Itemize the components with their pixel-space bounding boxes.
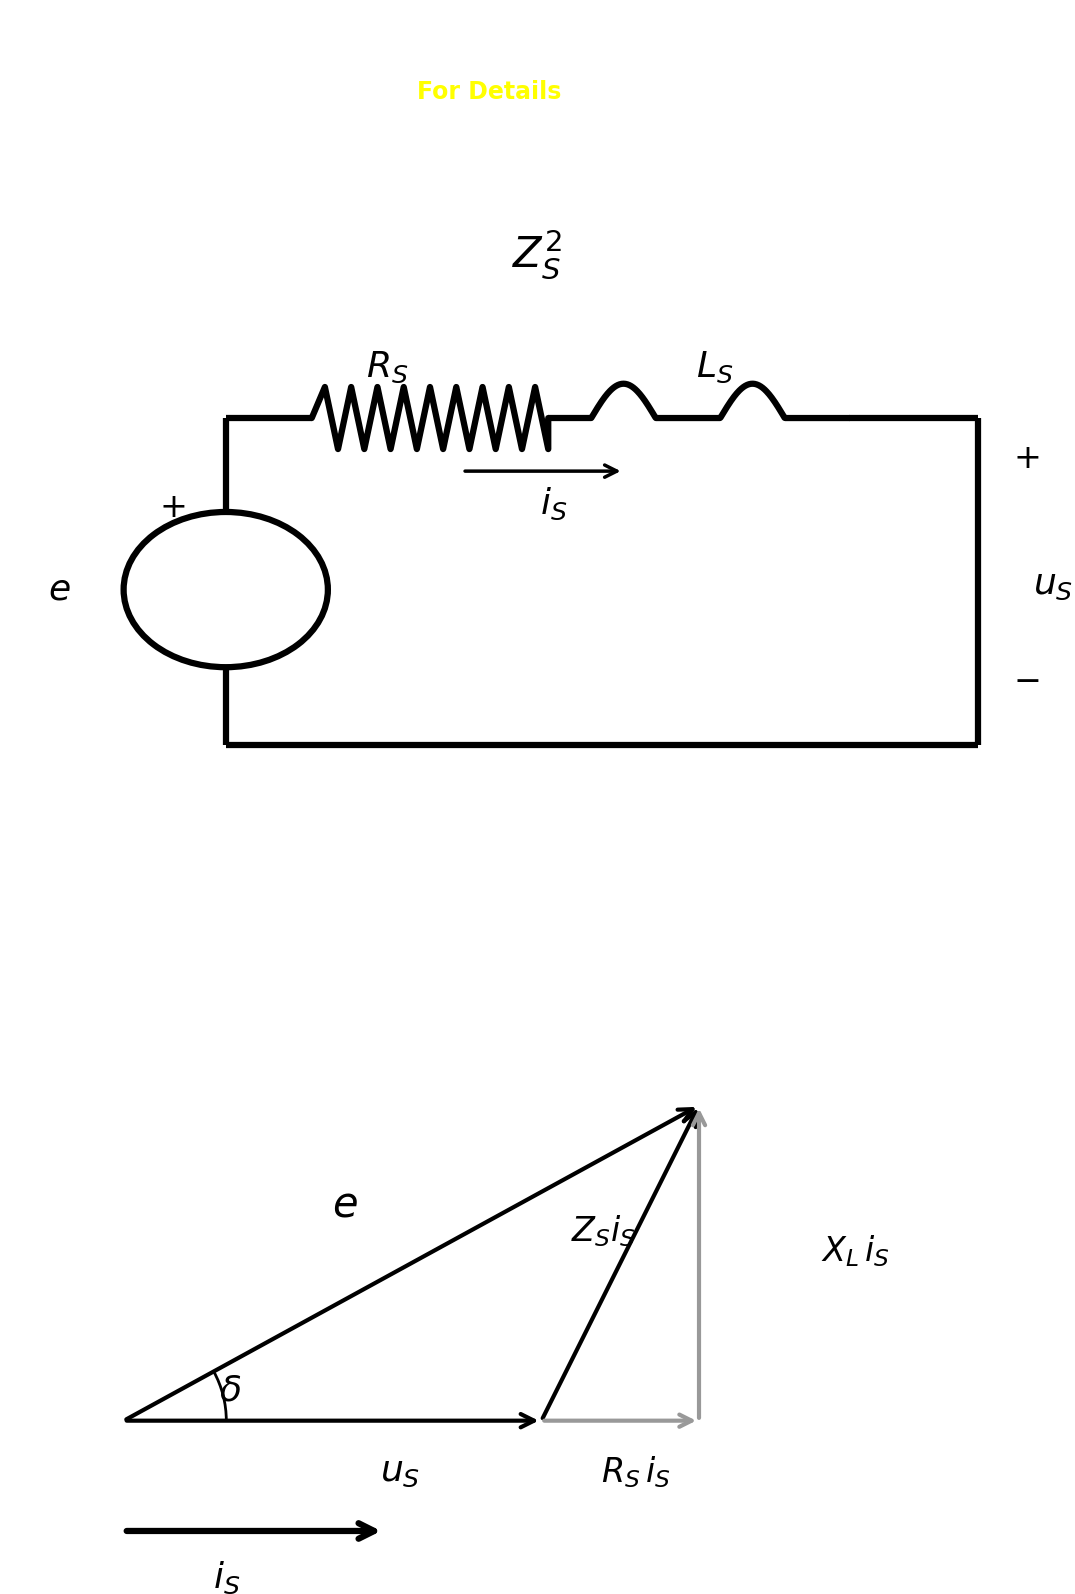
- Text: $u_S$: $u_S$: [1033, 569, 1074, 603]
- Text: $Z_S^2$: $Z_S^2$: [513, 148, 562, 202]
- Text: $R_S\,\mathit{i}_S$: $R_S\,\mathit{i}_S$: [601, 1454, 671, 1490]
- Text: $R_S$: $R_S$: [366, 349, 408, 386]
- Text: CLICK HERE: CLICK HERE: [443, 45, 535, 59]
- Text: $e$: $e$: [47, 572, 71, 607]
- Text: $i_S$: $i_S$: [540, 486, 568, 521]
- Text: $+$: $+$: [1014, 443, 1040, 475]
- Text: $Z_S^2$: $Z_S^2$: [513, 228, 562, 281]
- Text: $\delta$: $\delta$: [219, 1374, 242, 1408]
- Text: $Z_S\mathit{i}_S$: $Z_S\mathit{i}_S$: [571, 1213, 636, 1250]
- Text: $X_L\,\mathit{i}_S$: $X_L\,\mathit{i}_S$: [821, 1234, 890, 1269]
- Text: $-$: $-$: [1014, 663, 1040, 697]
- Text: $-R_S \cdot \hat{u}_S + \sqrt{R_S^2 \cdot Z_S^2 \cdot \left(e^2 - \hat{u}_S^2\ri: $-R_S \cdot \hat{u}_S + \sqrt{R_S^2 \cdo…: [235, 24, 840, 96]
- Text: $L_S$: $L_S$: [697, 349, 733, 386]
- Text: For Details: For Details: [417, 80, 561, 104]
- Text: $\mathit{u}_S$: $\mathit{u}_S$: [379, 1455, 419, 1489]
- Text: $\mathit{e}$: $\mathit{e}$: [331, 1183, 357, 1226]
- Text: $\mathit{i}_S$: $\mathit{i}_S$: [213, 1561, 240, 1594]
- Text: $+$: $+$: [159, 491, 185, 524]
